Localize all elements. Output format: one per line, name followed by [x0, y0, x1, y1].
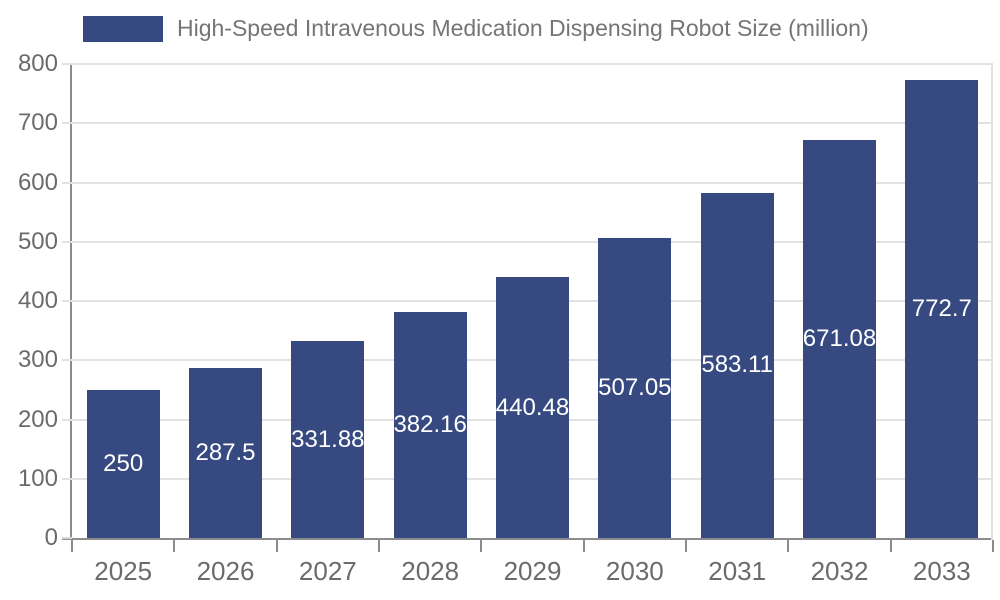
x-axis-line — [62, 538, 993, 540]
legend-label: High-Speed Intravenous Medication Dispen… — [177, 15, 869, 41]
x-tick-mark — [992, 540, 994, 552]
bar[interactable] — [189, 367, 262, 538]
bar[interactable] — [291, 341, 365, 538]
x-axis-label: 2032 — [810, 556, 869, 586]
y-tick-label: 200 — [17, 405, 58, 433]
bar[interactable] — [393, 311, 467, 538]
gridline — [62, 181, 993, 184]
y-axis-line — [70, 64, 72, 540]
bar-value-label: 772.7 — [911, 295, 972, 323]
y-tick-mark — [62, 537, 72, 539]
x-axis-label: 2029 — [503, 556, 562, 586]
x-axis-label: 2028 — [401, 556, 460, 586]
bar-value-label: 583.11 — [701, 351, 773, 379]
legend-item[interactable]: High-Speed Intravenous Medication Dispen… — [83, 15, 869, 42]
x-tick-mark — [378, 540, 380, 552]
bar[interactable] — [496, 277, 569, 538]
gridline — [62, 63, 993, 65]
bar-value-label: 440.48 — [495, 393, 570, 421]
bar[interactable] — [803, 140, 876, 538]
x-tick-mark — [275, 540, 278, 552]
x-tick-mark — [173, 540, 176, 552]
y-tick-label: 100 — [17, 464, 58, 492]
x-axis-label: 2026 — [196, 556, 255, 586]
gridline — [62, 240, 993, 243]
bar-value-label: 331.88 — [291, 425, 365, 453]
legend-swatch-icon — [83, 15, 163, 42]
x-tick-mark — [787, 540, 790, 552]
bar-value-label: 671.08 — [802, 325, 877, 353]
bar[interactable] — [598, 237, 672, 538]
x-tick-mark — [889, 540, 892, 552]
y-tick-label: 300 — [17, 346, 58, 374]
bar-value-label: 287.5 — [195, 438, 256, 466]
y-tick-label: 0 — [44, 524, 58, 551]
y-tick-label: 400 — [17, 287, 58, 314]
x-axis-label: 2031 — [708, 556, 767, 586]
y-tick-label: 700 — [17, 109, 58, 137]
x-axis-label: 2025 — [94, 556, 153, 586]
plot-right-border — [991, 64, 993, 540]
bar[interactable] — [700, 192, 774, 538]
y-tick-label: 800 — [17, 50, 58, 77]
bar-value-label: 250 — [103, 449, 144, 477]
x-tick-mark — [480, 540, 483, 552]
gridline — [62, 122, 993, 125]
x-axis-label: 2030 — [605, 556, 664, 586]
y-tick-label: 600 — [17, 168, 58, 196]
x-tick-mark — [685, 540, 687, 552]
bar[interactable] — [905, 80, 979, 538]
bar-value-label: 507.05 — [598, 373, 672, 401]
bar[interactable] — [86, 389, 160, 538]
x-tick-mark — [71, 540, 73, 552]
x-axis-label: 2027 — [298, 556, 357, 586]
bar-value-label: 382.16 — [393, 410, 467, 438]
x-axis-label: 2033 — [912, 556, 971, 586]
y-tick-label: 500 — [17, 227, 58, 255]
x-tick-mark — [582, 540, 585, 552]
